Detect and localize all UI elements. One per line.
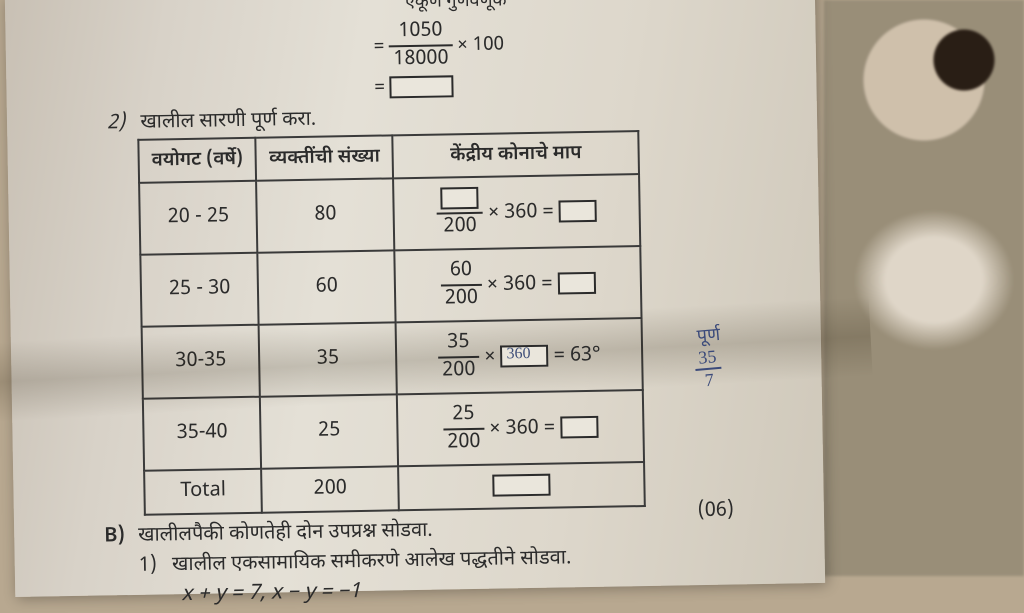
numerator: 35: [438, 330, 480, 359]
answer-box[interactable]: [559, 200, 597, 223]
cell-age: 25 - 30: [140, 253, 259, 327]
filled-box[interactable]: 360: [500, 345, 548, 368]
cell-total-blank: [398, 462, 645, 510]
question-number: 2): [107, 111, 126, 137]
answer-box[interactable]: [557, 272, 595, 295]
numerator: 25: [443, 402, 485, 431]
cell-total-label: Total: [144, 469, 262, 515]
cell-calc: 60 200 × 360 =: [394, 246, 641, 322]
handwritten-fraction: 35 7: [694, 346, 724, 392]
fraction-equation: = 1050 18000 × 100: [373, 12, 816, 74]
denominator: 200: [443, 430, 485, 457]
cell-total-count: 200: [262, 466, 400, 512]
col-persons: व्यक्तींची संख्या: [256, 135, 393, 180]
col-angle: केंद्रीय कोनाचे माप: [392, 131, 639, 178]
section-label: B): [104, 524, 125, 550]
mult-part: × 360 =: [489, 416, 555, 443]
denominator: 200: [437, 214, 483, 241]
times-100: × 100: [457, 33, 504, 59]
fraction-1050-18000: 1050 18000: [389, 18, 453, 73]
mult-part: ×: [484, 345, 495, 371]
cell-calc: 35 200 × 360 = 63°: [396, 318, 643, 394]
cell-age: 20 - 25: [139, 181, 258, 255]
cell-calc: 25 200 × 360 =: [397, 390, 644, 466]
question-text: खालील सारणी पूर्ण करा.: [140, 108, 316, 137]
subq-text: खालील एकसामायिक समीकरणे आलेख पद्धतीने सो…: [172, 546, 572, 579]
answer-box[interactable]: [560, 416, 598, 439]
result-63: = 63°: [554, 343, 601, 370]
cell-count: 60: [258, 250, 396, 324]
photo-background: [824, 0, 1024, 576]
denominator: 200: [441, 286, 483, 313]
fraction-denominator: 18000: [389, 46, 453, 73]
equals-sign: =: [374, 35, 385, 60]
result-blank-line: =: [374, 68, 816, 101]
handwritten-360: 360: [506, 345, 530, 363]
fraction-numerator: 1050: [389, 18, 453, 47]
table-row-total: Total 200: [144, 462, 645, 515]
cell-age: 30-35: [142, 325, 261, 399]
col-age-group: वयोगट (वर्षे): [138, 138, 256, 183]
answer-box[interactable]: [390, 75, 454, 98]
cell-count: 25: [260, 394, 398, 468]
denominator: 200: [438, 358, 480, 385]
cell-count: 35: [259, 322, 397, 396]
question-2: 2) खालील सारणी पूर्ण करा.: [107, 99, 817, 137]
cell-calc: 200 × 360 =: [393, 174, 640, 250]
numerator: 60: [440, 258, 482, 287]
table-row: 35-40 25 25 200 × 360 =: [143, 390, 644, 471]
section-text: खालीलपैकी कोणतेही दोन उपप्रश्न सोडवा.: [138, 519, 433, 550]
hand-den: 7: [696, 369, 724, 392]
marks-06: (06): [697, 498, 734, 525]
mult-part: × 360 =: [488, 200, 554, 227]
answer-box[interactable]: [492, 473, 550, 496]
table-row: 25 - 30 60 60 200 × 360 =: [140, 246, 641, 327]
mult-part: × 360 =: [487, 272, 553, 299]
table-row: 20 - 25 80 200 × 360 =: [139, 174, 640, 255]
hand-num: 35: [694, 346, 722, 371]
handwritten-note: पूर्ण: [696, 322, 721, 348]
worksheet-paper: एकूण गुणवणूक = 1050 18000 × 100 = 2) खाल…: [5, 0, 825, 597]
blank-numerator[interactable]: [440, 187, 478, 210]
equals-sign: =: [374, 75, 385, 100]
cell-age: 35-40: [143, 397, 262, 471]
frequency-table: वयोगट (वर्षे) व्यक्तींची संख्या केंद्रीय…: [137, 130, 646, 516]
table-row: 30-35 35 35 200 × 360 = 63°: [142, 318, 643, 399]
cell-count: 80: [256, 178, 394, 252]
